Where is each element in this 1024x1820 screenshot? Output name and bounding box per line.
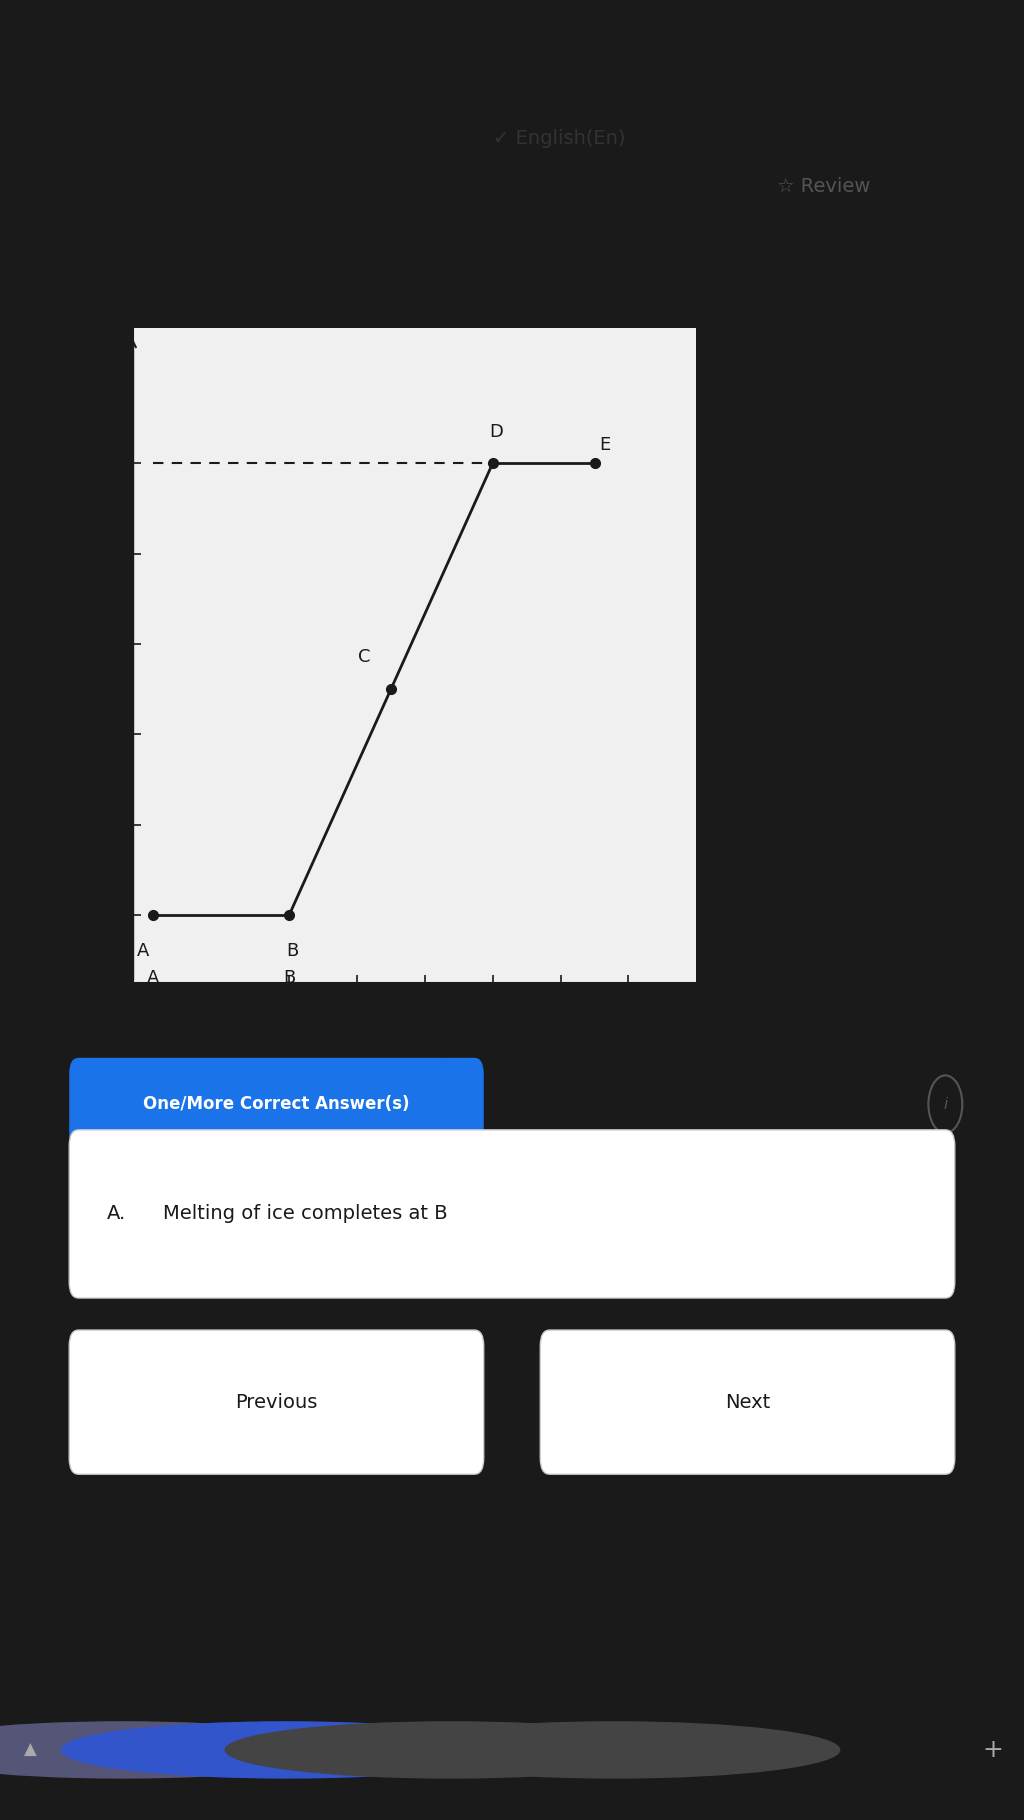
Text: A: A — [137, 943, 150, 961]
Text: Melting of ice completes at B: Melting of ice completes at B — [164, 1205, 449, 1223]
Circle shape — [61, 1722, 512, 1778]
Text: ✓ English(En): ✓ English(En) — [493, 129, 626, 147]
Text: Temperature (in °C) →: Temperature (in °C) → — [0, 582, 11, 752]
FancyBboxPatch shape — [70, 1130, 954, 1298]
Text: C: C — [357, 648, 370, 666]
FancyBboxPatch shape — [70, 1057, 483, 1150]
Text: i: i — [943, 1097, 947, 1112]
Text: B: B — [287, 943, 299, 961]
FancyBboxPatch shape — [541, 1330, 954, 1474]
Text: 0: 0 — [109, 906, 120, 925]
Circle shape — [225, 1722, 676, 1778]
Circle shape — [0, 1722, 348, 1778]
Text: +: + — [983, 1738, 1004, 1762]
Circle shape — [389, 1722, 840, 1778]
Text: E: E — [599, 437, 610, 455]
Text: Next: Next — [725, 1392, 770, 1412]
Text: A.: A. — [106, 1205, 126, 1223]
Text: ▲: ▲ — [25, 1742, 37, 1758]
Text: Now, choose the correct option(s).: Now, choose the correct option(s). — [79, 1001, 415, 1021]
Text: D: D — [489, 422, 503, 440]
Text: 10: 10 — [79, 177, 121, 206]
Text: Time (in sec) →: Time (in sec) → — [395, 1041, 522, 1059]
FancyBboxPatch shape — [70, 1330, 483, 1474]
Text: ☆ Review: ☆ Review — [776, 177, 870, 197]
Text: B: B — [283, 970, 295, 986]
Text: Consider the following temperature-time graph for
melting of ice.: Consider the following temperature-time … — [79, 240, 573, 288]
Text: One/More Correct Answer(s): One/More Correct Answer(s) — [143, 1096, 410, 1114]
Text: A: A — [147, 970, 160, 986]
Text: 100: 100 — [88, 455, 120, 471]
Text: Previous: Previous — [236, 1392, 317, 1412]
